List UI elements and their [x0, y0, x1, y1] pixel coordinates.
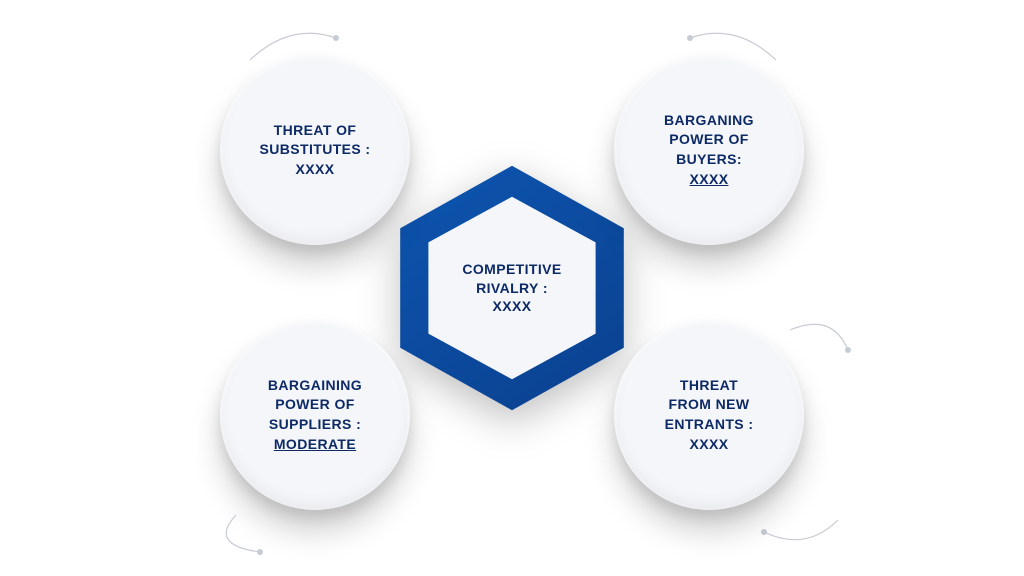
five-forces-diagram: COMPETITIVE RIVALRY : XXXX THREAT OF SUB…	[0, 0, 1024, 576]
tr-line4: XXXX	[690, 171, 729, 187]
tl-line3: XXXX	[296, 161, 335, 177]
node-threat-substitutes-label: THREAT OF SUBSTITUTES : XXXX	[260, 121, 371, 180]
center-hexagon: COMPETITIVE RIVALRY : XXXX	[382, 158, 642, 418]
br-line1: THREAT	[680, 377, 738, 393]
center-line1: COMPETITIVE	[462, 261, 561, 277]
br-line3: ENTRANTS :	[665, 416, 754, 432]
bl-line3: SUPPLIERS :	[269, 416, 361, 432]
node-buyers-power: BARGANING POWER OF BUYERS: XXXX	[614, 55, 804, 245]
center-line3: XXXX	[493, 298, 532, 314]
center-line2: RIVALRY :	[476, 280, 548, 296]
br-line2: FROM NEW	[669, 396, 750, 412]
node-new-entrants: THREAT FROM NEW ENTRANTS : XXXX	[614, 320, 804, 510]
node-suppliers-power: BARGAINING POWER OF SUPPLIERS : MODERATE	[220, 320, 410, 510]
node-new-entrants-label: THREAT FROM NEW ENTRANTS : XXXX	[665, 376, 754, 454]
tl-line2: SUBSTITUTES :	[260, 141, 371, 157]
node-buyers-power-label: BARGANING POWER OF BUYERS: XXXX	[664, 111, 754, 189]
bl-line4: MODERATE	[274, 436, 356, 452]
tr-line3: BUYERS:	[676, 151, 742, 167]
tr-line1: BARGANING	[664, 112, 754, 128]
bl-line2: POWER OF	[275, 396, 354, 412]
center-label: COMPETITIVE RIVALRY : XXXX	[462, 260, 561, 317]
bl-line1: BARGAINING	[268, 377, 362, 393]
node-suppliers-power-label: BARGAINING POWER OF SUPPLIERS : MODERATE	[268, 376, 362, 454]
tr-line2: POWER OF	[669, 131, 748, 147]
tl-line1: THREAT OF	[274, 122, 357, 138]
br-line4: XXXX	[690, 436, 729, 452]
node-threat-substitutes: THREAT OF SUBSTITUTES : XXXX	[220, 55, 410, 245]
